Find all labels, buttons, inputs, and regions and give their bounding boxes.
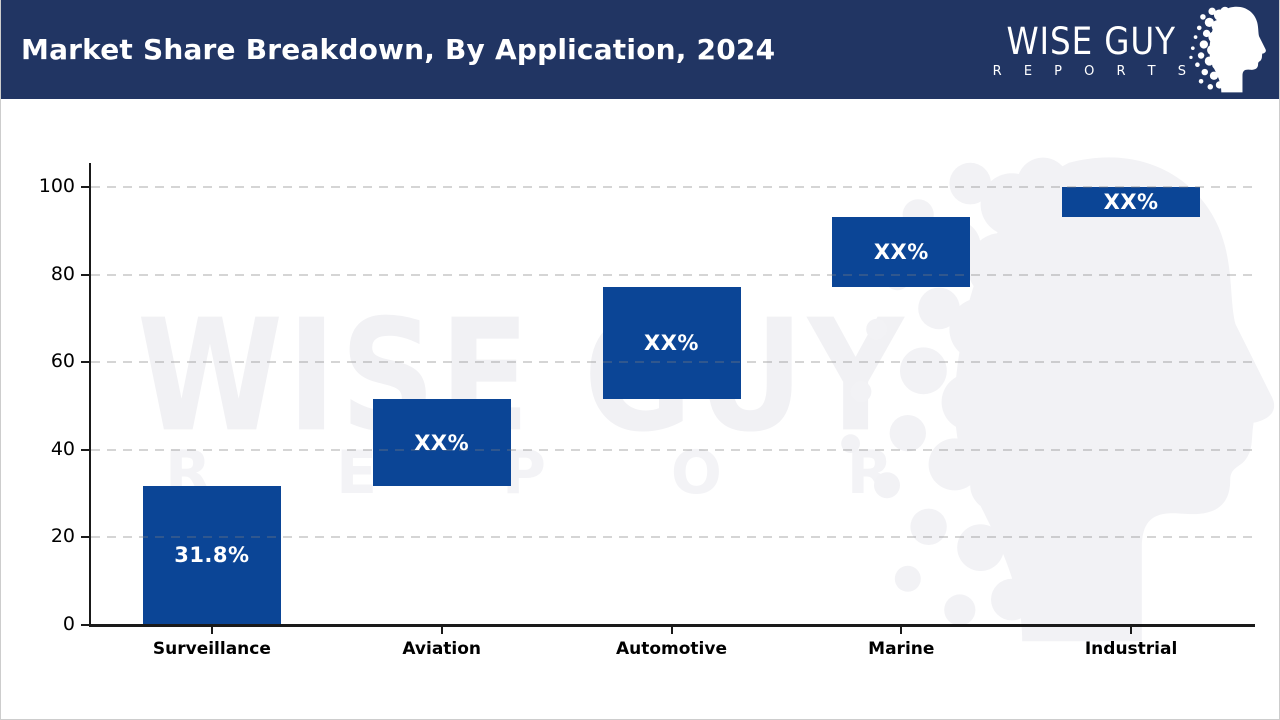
y-tick-60 [81, 361, 89, 364]
y-tick-40 [81, 448, 89, 451]
category-label-industrial: Industrial [1084, 639, 1178, 659]
y-axis-line [89, 163, 91, 625]
y-tick-label-60: 60 [50, 350, 75, 373]
logo-text: WISE GUY R E P O R T S [987, 20, 1195, 79]
x-tick-3 [900, 627, 903, 634]
logo-subtitle: R E P O R T S [992, 64, 1195, 79]
y-tick-label-40: 40 [50, 437, 75, 460]
gridline-40 [91, 448, 1257, 451]
wise-guy-logo: WISE GUY R E P O R T S [987, 2, 1271, 97]
y-tick-label-80: 80 [50, 262, 75, 285]
gridline-80 [91, 273, 1257, 276]
x-tick-1 [440, 627, 443, 634]
x-axis-line [89, 624, 1255, 627]
header-bar: Market Share Breakdown, By Application, … [1, 0, 1279, 99]
bar-surveillance [142, 485, 281, 625]
x-tick-4 [1130, 627, 1133, 634]
y-tick-100 [81, 186, 89, 188]
y-tick-label-100: 100 [38, 175, 75, 197]
category-label-automotive: Automotive [615, 639, 727, 659]
bar-automotive [602, 286, 741, 400]
x-tick-0 [210, 627, 213, 634]
bar-industrial [1062, 187, 1201, 218]
page-title: Market Share Breakdown, By Application, … [21, 33, 776, 66]
category-label-surveillance: Surveillance [152, 639, 271, 659]
bar-marine [832, 217, 971, 287]
gridline-60 [91, 361, 1257, 364]
gridline-20 [91, 536, 1257, 539]
bar-aviation [372, 399, 511, 486]
x-tick-2 [670, 627, 673, 634]
watermark-wordmark: WISE GUY [137, 286, 908, 467]
gridline-100 [91, 186, 1257, 188]
logo-wordmark: WISE GUY [1006, 20, 1176, 63]
category-label-marine: Marine [868, 639, 935, 659]
y-tick-0 [81, 624, 89, 626]
y-tick-label-20: 20 [50, 525, 75, 548]
bar-value-label: 31.8% [174, 543, 250, 568]
category-label-aviation: Aviation [402, 639, 482, 659]
bar-value-label: XX% [1103, 190, 1159, 215]
y-tick-label-0: 0 [62, 613, 75, 635]
y-tick-20 [81, 536, 89, 539]
bar-value-label: XX% [873, 240, 929, 265]
bar-value-label: XX% [414, 430, 470, 455]
bar-value-label: XX% [644, 331, 699, 356]
y-tick-80 [81, 273, 89, 276]
